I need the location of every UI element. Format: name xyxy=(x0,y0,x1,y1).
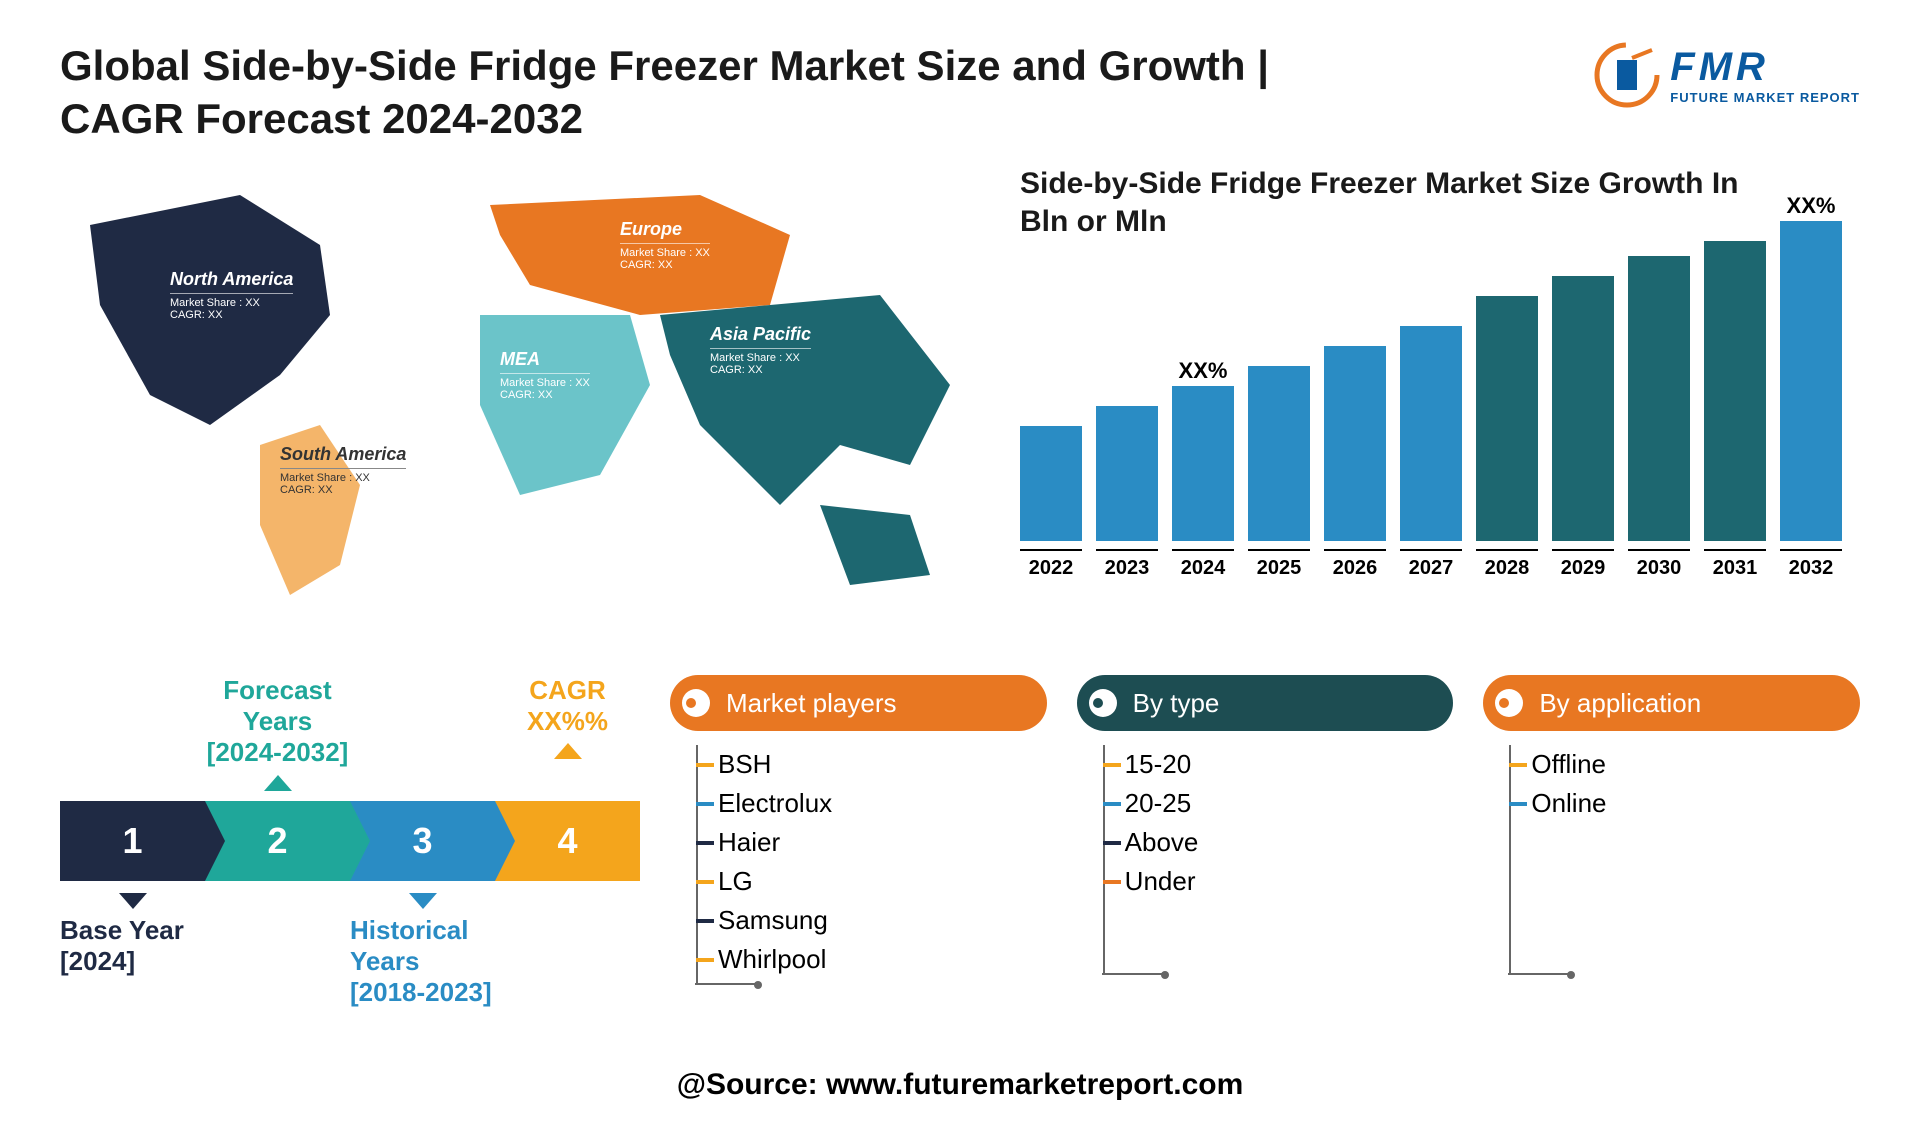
category-by-application: By application OfflineOnline xyxy=(1483,675,1860,1008)
list-item: BSH xyxy=(698,745,1047,784)
growth-bar-chart: Side-by-Side Fridge Freezer Market Size … xyxy=(1020,165,1860,625)
list-item: 15-20 xyxy=(1105,745,1454,784)
category-title: By type xyxy=(1133,688,1220,719)
category-title: By application xyxy=(1539,688,1701,719)
world-map: North America Market Share : XXCAGR: XX … xyxy=(60,165,980,625)
category-header: By application xyxy=(1483,675,1860,731)
bar-rect xyxy=(1172,386,1234,541)
category-title: Market players xyxy=(726,688,897,719)
logo-text-main: FMR xyxy=(1670,45,1860,90)
category-list: BSHElectroluxHaierLGSamsungWhirlpool xyxy=(696,745,1047,985)
bar-year-label: 2025 xyxy=(1248,549,1310,580)
bar-year-label: 2022 xyxy=(1020,549,1082,580)
bar-rect xyxy=(1552,276,1614,541)
timeline-bar: 1234 xyxy=(60,801,640,881)
list-item: Under xyxy=(1105,862,1454,901)
category-list: OfflineOnline xyxy=(1509,745,1860,975)
bar-2027: 2027 xyxy=(1400,326,1462,580)
bar-2028: 2028 xyxy=(1476,296,1538,580)
category-header: By type xyxy=(1077,675,1454,731)
source-credit: @Source: www.futuremarketreport.com xyxy=(60,1068,1860,1102)
bar-2031: 2031 xyxy=(1704,241,1766,580)
timeline-section: Forecast Years[2024-2032] CAGRXX%% 1234 … xyxy=(60,675,640,1008)
bar-2029: 2029 xyxy=(1552,276,1614,580)
bar-rect xyxy=(1628,256,1690,541)
timeline-segment-4: 4 xyxy=(495,801,640,881)
chart-title: Side-by-Side Fridge Freezer Market Size … xyxy=(1020,165,1860,240)
bar-rect xyxy=(1248,366,1310,541)
bar-2030: 2030 xyxy=(1628,256,1690,580)
bar-year-label: 2030 xyxy=(1628,549,1690,580)
category-list: 15-2020-25AboveUnder xyxy=(1103,745,1454,975)
region-north-america-label: North America Market Share : XXCAGR: XX xyxy=(170,270,293,321)
bar-rect xyxy=(1324,346,1386,541)
list-item: LG xyxy=(698,862,1047,901)
bar-year-label: 2023 xyxy=(1096,549,1158,580)
bullet-icon xyxy=(682,689,710,717)
fmr-logo: FMR FUTURE MARKET REPORT xyxy=(1592,40,1860,110)
list-item: Whirlpool xyxy=(698,940,1047,979)
list-item: Offline xyxy=(1511,745,1860,784)
forecast-years-label: Forecast Years[2024-2032] xyxy=(205,675,350,791)
logo-icon xyxy=(1592,40,1662,110)
bar-rect xyxy=(1704,241,1766,541)
bar-year-label: 2024 xyxy=(1172,549,1234,580)
region-europe-label: Europe Market Share : XXCAGR: XX xyxy=(620,220,710,271)
logo-text-sub: FUTURE MARKET REPORT xyxy=(1670,90,1860,105)
region-mea-label: MEA Market Share : XXCAGR: XX xyxy=(500,350,590,401)
bar-rect xyxy=(1780,221,1842,541)
timeline-segment-2: 2 xyxy=(205,801,350,881)
timeline-segment-1: 1 xyxy=(60,801,205,881)
bar-annotation: XX% xyxy=(1787,193,1836,219)
category-header: Market players xyxy=(670,675,1047,731)
bar-year-label: 2028 xyxy=(1476,549,1538,580)
base-year-label: Base Year[2024] xyxy=(60,893,205,1009)
bar-2022: 2022 xyxy=(1020,426,1082,580)
list-item: Samsung xyxy=(698,901,1047,940)
category-market-players: Market players BSHElectroluxHaierLGSamsun… xyxy=(670,675,1047,1008)
bar-rect xyxy=(1096,406,1158,541)
category-by-type: By type 15-2020-25AboveUnder xyxy=(1077,675,1454,1008)
list-item: Haier xyxy=(698,823,1047,862)
bar-2032: XX%2032 xyxy=(1780,221,1842,580)
bar-rect xyxy=(1020,426,1082,541)
bar-rect xyxy=(1476,296,1538,541)
bar-2026: 2026 xyxy=(1324,346,1386,580)
cagr-label: CAGRXX%% xyxy=(495,675,640,791)
historical-years-label: Historical Years[2018-2023] xyxy=(350,893,495,1009)
region-asia-pacific-label: Asia Pacific Market Share : XXCAGR: XX xyxy=(710,325,811,376)
list-item: Electrolux xyxy=(698,784,1047,823)
bullet-icon xyxy=(1495,689,1523,717)
bar-year-label: 2029 xyxy=(1552,549,1614,580)
header: Global Side-by-Side Fridge Freezer Marke… xyxy=(60,40,1860,145)
list-item: Above xyxy=(1105,823,1454,862)
bar-year-label: 2027 xyxy=(1400,549,1462,580)
bar-rect xyxy=(1400,326,1462,541)
bar-year-label: 2032 xyxy=(1780,549,1842,580)
page-title: Global Side-by-Side Fridge Freezer Marke… xyxy=(60,40,1360,145)
bar-year-label: 2031 xyxy=(1704,549,1766,580)
list-item: 20-25 xyxy=(1105,784,1454,823)
bullet-icon xyxy=(1089,689,1117,717)
timeline-segment-3: 3 xyxy=(350,801,495,881)
region-south-america-label: South America Market Share : XXCAGR: XX xyxy=(280,445,406,496)
bar-2023: 2023 xyxy=(1096,406,1158,580)
list-item: Online xyxy=(1511,784,1860,823)
bar-annotation: XX% xyxy=(1179,358,1228,384)
bar-2025: 2025 xyxy=(1248,366,1310,580)
bar-year-label: 2026 xyxy=(1324,549,1386,580)
bar-2024: XX%2024 xyxy=(1172,386,1234,580)
